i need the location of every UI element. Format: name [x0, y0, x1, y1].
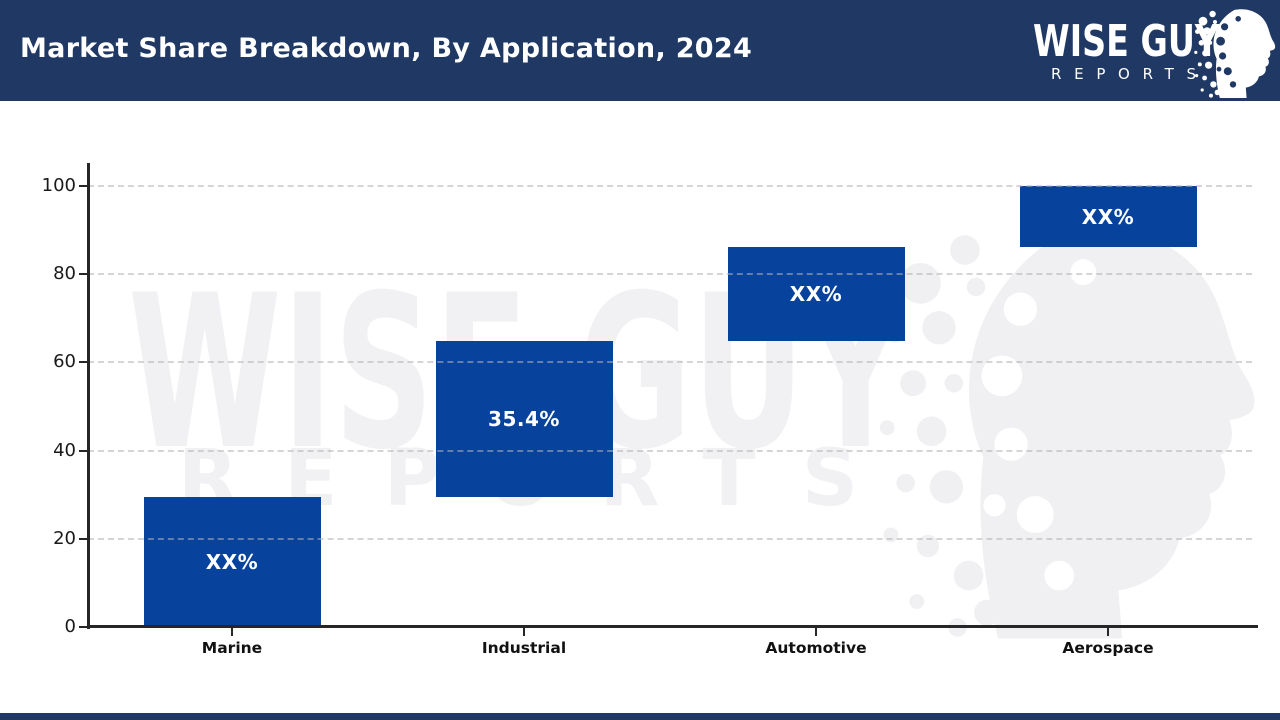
- x-axis-category-label: Marine: [201, 639, 263, 657]
- x-tick-mark: [815, 628, 817, 636]
- gridline-80: [88, 273, 1252, 276]
- y-tick-mark: [79, 537, 88, 540]
- watermark-head-icon: [879, 227, 1255, 639]
- y-tick-mark: [79, 449, 88, 452]
- chart-area: WISE GUY REPORTS: [0, 101, 1280, 713]
- gridline-100: [88, 185, 1252, 187]
- bar-value-label: XX%: [205, 549, 259, 574]
- page-title: Market Share Breakdown, By Application, …: [20, 33, 753, 64]
- y-tick-label: 100: [41, 175, 76, 196]
- x-axis-category-label: Aerospace: [1062, 639, 1154, 657]
- watermark-head-holes: [981, 259, 1097, 591]
- y-tick-label: 20: [53, 527, 76, 549]
- logo-head-dots: [1194, 10, 1221, 98]
- bar-marine: [143, 496, 321, 627]
- logo-tagline: REPORTS: [1051, 65, 1203, 83]
- logo-wordmark: WISE GUY: [1033, 16, 1220, 67]
- y-tick-label: 40: [53, 439, 76, 461]
- logo-head-icon: [1194, 9, 1276, 99]
- bar-value-label: XX%: [789, 282, 843, 307]
- y-tick-mark: [79, 626, 88, 628]
- x-axis-line: [87, 625, 1258, 628]
- header-bar: Market Share Breakdown, By Application, …: [0, 0, 1280, 101]
- x-axis-category-label: Industrial: [481, 639, 567, 657]
- y-tick-label: 80: [53, 263, 76, 285]
- watermark-head-dots: [879, 235, 1001, 637]
- logo-head-holes: [1216, 16, 1241, 88]
- y-axis-line: [87, 163, 90, 629]
- wise-guy-logo: WISE GUY REPORTS: [1033, 9, 1276, 99]
- bar-value-label: XX%: [1081, 204, 1135, 229]
- gridline-40: [88, 449, 1252, 452]
- y-tick-label: 60: [53, 351, 76, 373]
- bar-automotive: [727, 247, 905, 341]
- y-tick-mark: [79, 361, 88, 364]
- x-tick-mark: [523, 628, 525, 636]
- y-tick-label: 0: [64, 616, 76, 637]
- x-tick-mark: [1107, 628, 1109, 636]
- x-axis-category-label: Automotive: [765, 639, 867, 657]
- footer-bar: [0, 713, 1280, 720]
- bar-value-label: 35.4%: [488, 406, 560, 431]
- y-tick-mark: [79, 185, 88, 187]
- gridline-60: [88, 361, 1252, 364]
- bar-aerospace: [1019, 186, 1197, 248]
- y-tick-mark: [79, 273, 88, 276]
- gridline-20: [88, 537, 1252, 540]
- x-tick-mark: [231, 628, 233, 636]
- bar-industrial: [435, 340, 613, 497]
